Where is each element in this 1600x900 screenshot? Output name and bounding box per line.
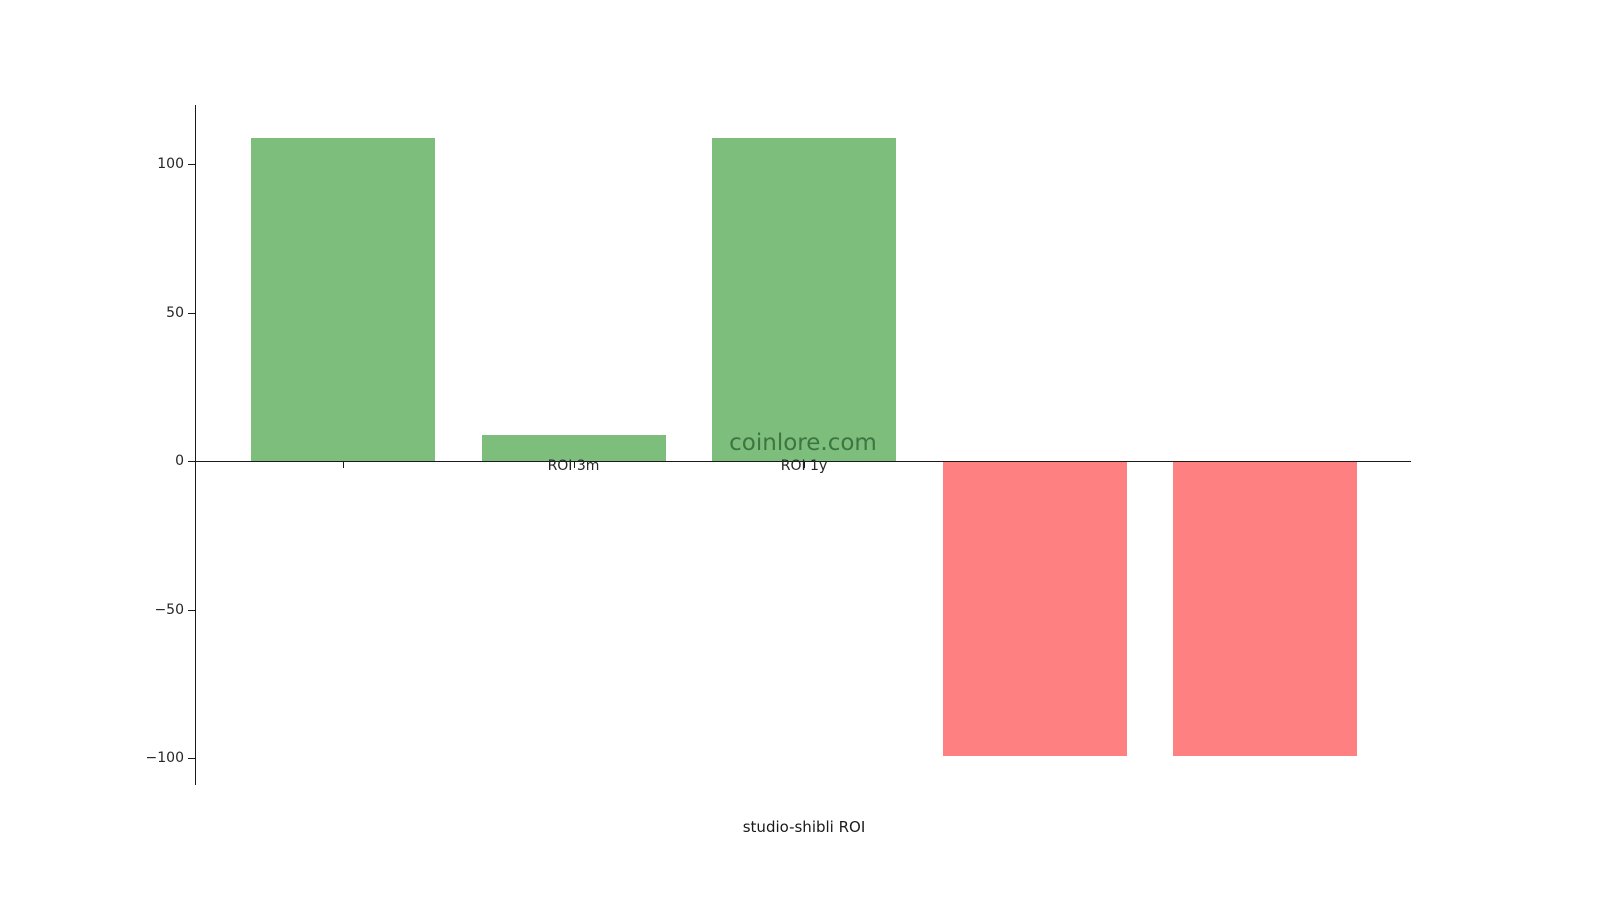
- y-tick-label: 0: [175, 453, 184, 470]
- y-tick-label: 50: [166, 304, 184, 321]
- chart-bar: [942, 462, 1127, 757]
- x-tick-mark: [343, 462, 344, 469]
- x-axis-line: [195, 461, 1411, 462]
- y-axis-line: [195, 105, 196, 785]
- chart-bar: [712, 137, 896, 462]
- x-tick-mark: [573, 462, 575, 469]
- y-tick-label: −50: [154, 601, 184, 618]
- x-tick-label: ROI 3m: [547, 458, 600, 475]
- y-tick-mark: [188, 758, 195, 760]
- chart-title: studio-shibli ROI: [742, 818, 866, 836]
- y-tick-mark: [188, 609, 195, 611]
- y-tick-mark: [188, 461, 195, 463]
- chart-bar: [1173, 462, 1357, 757]
- chart-bar: [251, 137, 435, 462]
- chart-bar: [481, 434, 666, 462]
- x-tick-label: ROI 1y: [780, 458, 828, 475]
- y-tick-mark: [188, 312, 195, 314]
- y-tick-label: −100: [145, 750, 184, 767]
- watermark: coinlore.com: [729, 430, 877, 456]
- y-tick-mark: [188, 164, 195, 166]
- x-tick-mark: [804, 462, 805, 469]
- y-tick-label: 100: [157, 156, 184, 173]
